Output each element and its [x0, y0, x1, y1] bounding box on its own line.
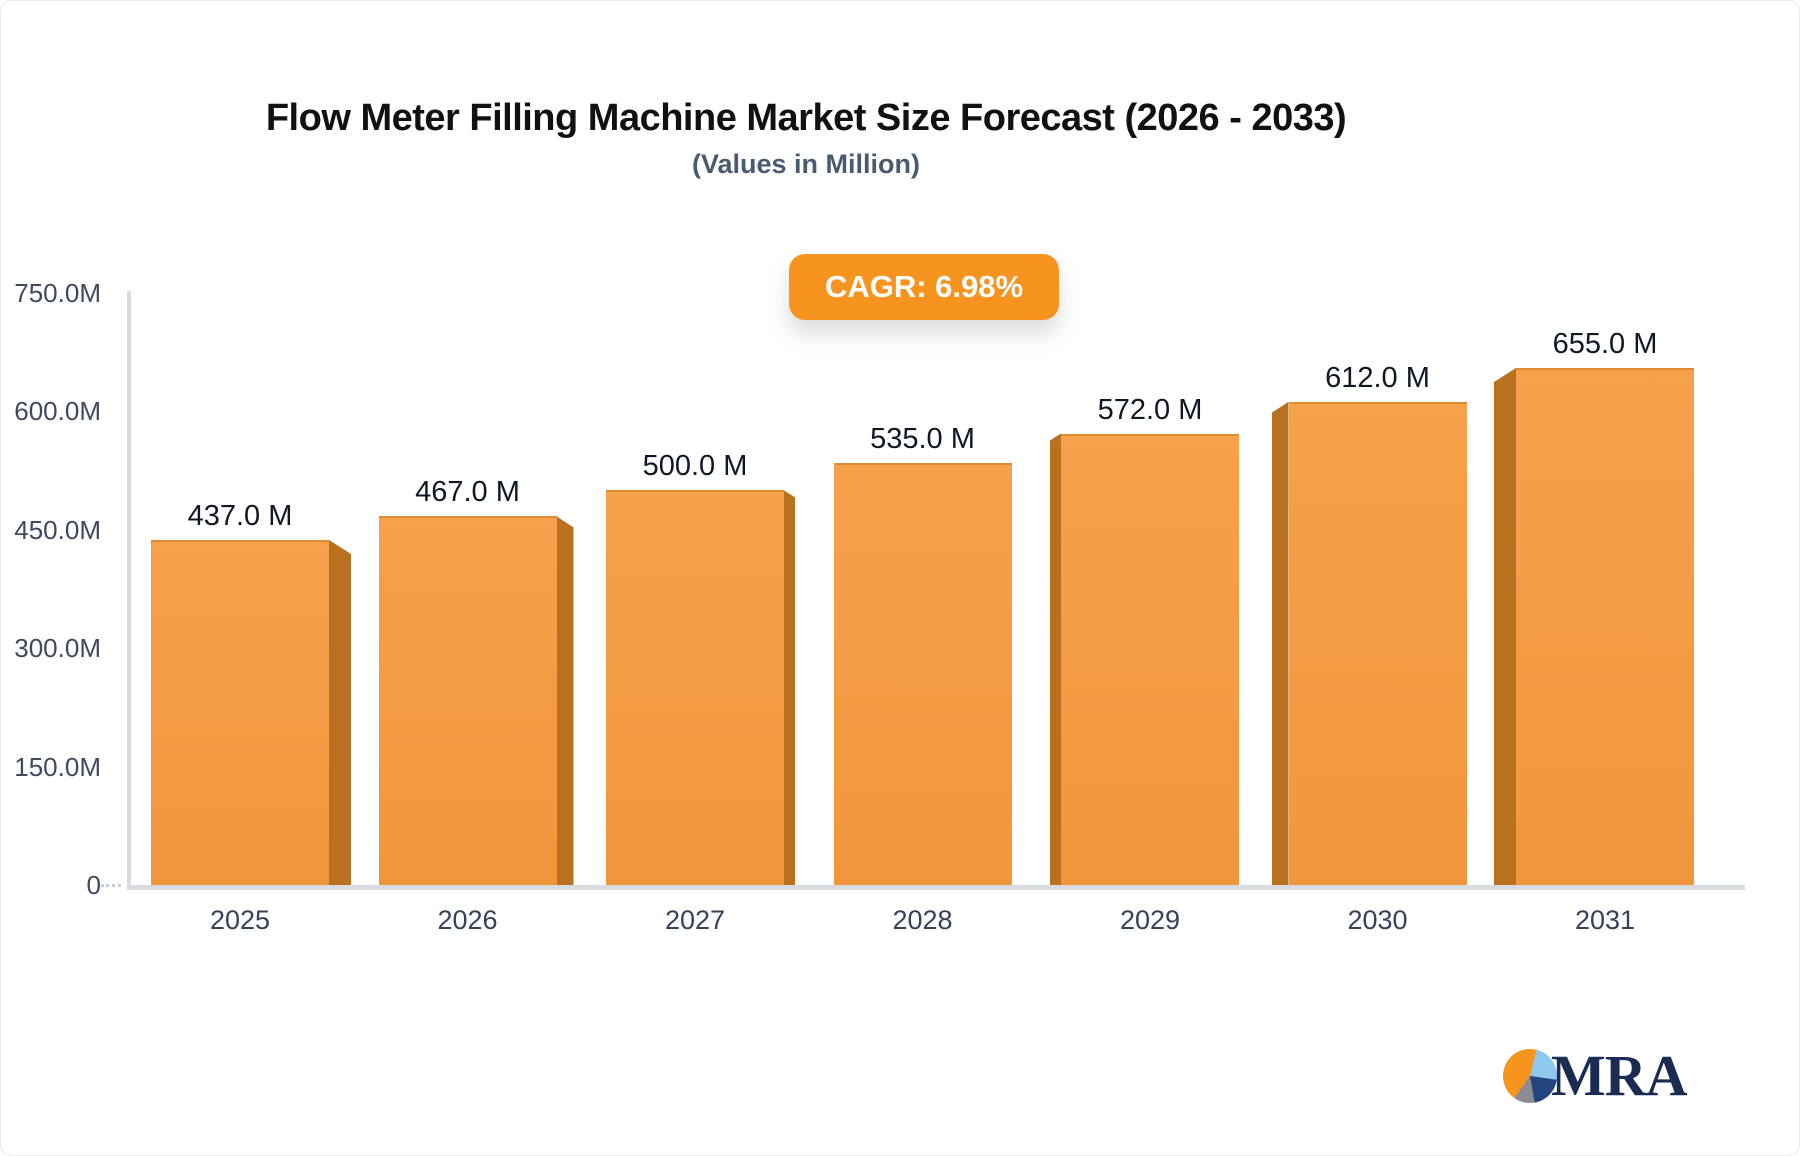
mra-logo-pie-icon — [1503, 1049, 1557, 1103]
x-tick-label-2031: 2031 — [1574, 905, 1636, 935]
bar-value-label-2031: 655.0 M — [1552, 327, 1658, 360]
x-tick-label-2030: 2030 — [1347, 905, 1408, 935]
y-tick-label-0: 0 — [86, 870, 101, 900]
bar-2029 — [1061, 433, 1239, 885]
x-tick-label-2029: 2029 — [1119, 905, 1181, 935]
bar-value-label-2026: 467.0 M — [415, 476, 520, 509]
bar-value-label-2029: 572.0 M — [1097, 393, 1203, 426]
bar-2028 — [833, 462, 1012, 885]
mra-logo-text: MRA — [1551, 1043, 1688, 1108]
bar-2031 — [1516, 367, 1694, 885]
x-tick-label-2027: 2027 — [664, 905, 726, 935]
y-axis-line — [127, 291, 131, 887]
bar-2030 — [1288, 401, 1467, 885]
bar-side-2030 — [1271, 401, 1289, 885]
bar-value-label-2027: 500.0 M — [642, 450, 748, 483]
bar-value-label-2028: 535.0 M — [870, 422, 975, 455]
y-tick-label-150: 150.0M — [14, 751, 101, 782]
y-tick-label-300: 300.0M — [14, 633, 101, 664]
x-tick-label-2028: 2028 — [892, 905, 953, 935]
bar-side-2026 — [556, 516, 574, 885]
y-tick-label-450: 450.0M — [14, 514, 101, 545]
x-tick-label-2026: 2026 — [437, 905, 498, 935]
x-tick-label-2025: 2025 — [209, 905, 271, 935]
bar-2026 — [378, 516, 557, 885]
bar-side-2025 — [329, 540, 351, 885]
bar-side-2027 — [784, 490, 795, 885]
bar-value-label-2030: 612.0 M — [1325, 361, 1430, 394]
x-axis-line — [127, 885, 1745, 890]
cagr-badge: CAGR: 6.98% — [789, 254, 1059, 320]
bar-2027 — [606, 490, 784, 885]
y-tick-label-600: 600.0M — [14, 396, 101, 427]
bar-side-2031 — [1494, 367, 1516, 885]
zero-tick-mark — [101, 884, 121, 887]
bar-2025 — [151, 540, 329, 885]
chart-subtitle: (Values in Million) — [691, 149, 921, 179]
bar-side-2029 — [1050, 433, 1061, 885]
bar-value-label-2025: 437.0 M — [187, 500, 293, 533]
y-tick-label-750: 750.0M — [14, 278, 101, 308]
mra-logo: MRA — [1503, 1041, 1723, 1111]
cagr-badge-label: CAGR: 6.98% — [824, 269, 1024, 304]
chart-title: Flow Meter Filling Machine Market Size F… — [265, 97, 1347, 139]
